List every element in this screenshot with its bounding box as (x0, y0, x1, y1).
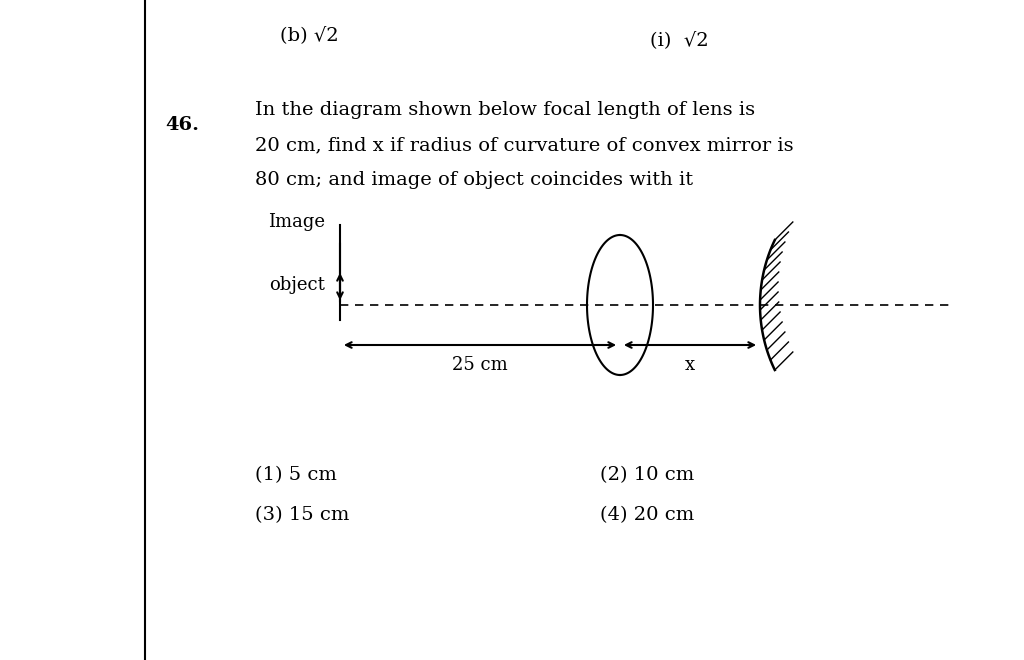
Text: 25 cm: 25 cm (453, 356, 508, 374)
Text: 80 cm; and image of object coincides with it: 80 cm; and image of object coincides wit… (255, 171, 693, 189)
Text: (3) 15 cm: (3) 15 cm (255, 506, 349, 524)
Text: 20 cm, find x if radius of curvature of convex mirror is: 20 cm, find x if radius of curvature of … (255, 136, 794, 154)
Text: Image: Image (268, 213, 325, 231)
Text: (b) √2: (b) √2 (280, 26, 339, 44)
Text: 46.: 46. (165, 116, 199, 134)
Text: (1) 5 cm: (1) 5 cm (255, 466, 337, 484)
Text: In the diagram shown below focal length of lens is: In the diagram shown below focal length … (255, 101, 755, 119)
Text: object: object (269, 276, 325, 294)
Text: (4) 20 cm: (4) 20 cm (600, 506, 694, 524)
Text: x: x (685, 356, 695, 374)
Text: (2) 10 cm: (2) 10 cm (600, 466, 694, 484)
Text: (i)  √2: (i) √2 (650, 31, 709, 49)
